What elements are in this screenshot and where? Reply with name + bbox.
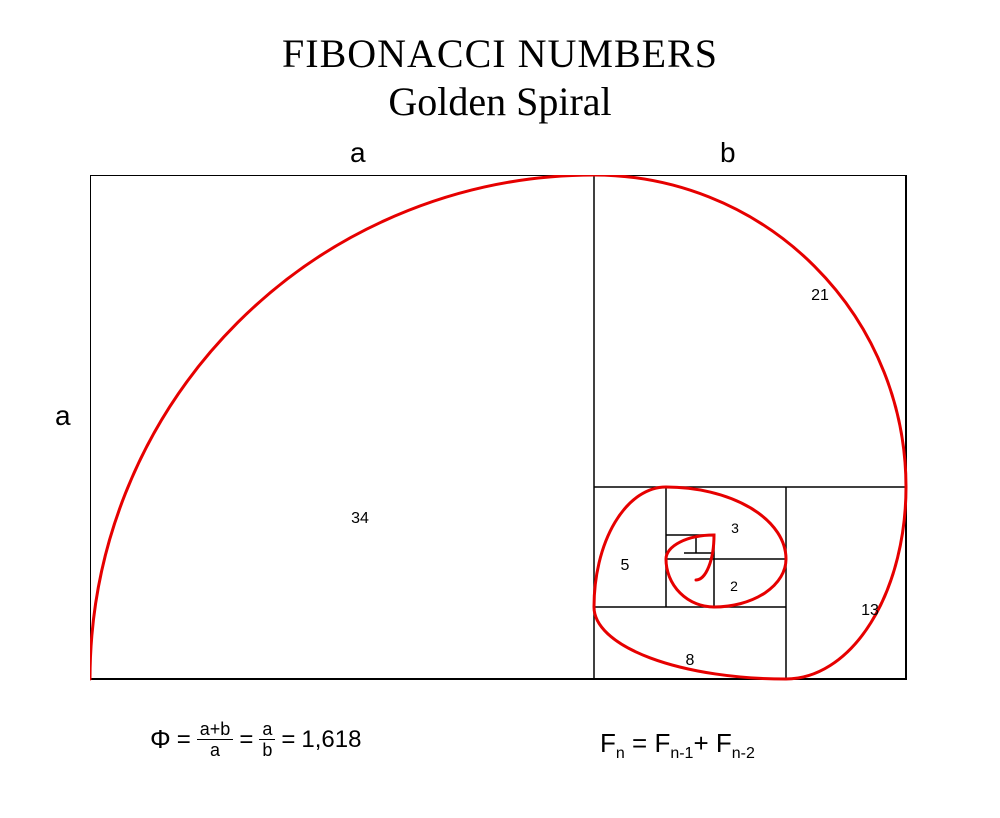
eq: = (625, 728, 655, 758)
eq2: = (239, 726, 253, 754)
cell-label-34: 34 (351, 510, 369, 527)
cell-label-5: 5 (621, 557, 630, 574)
formula-fibonacci-recurrence: Fn = Fn-1+ Fn-2 (600, 728, 755, 763)
formula-golden-ratio: Φ = a+b a = a b = 1,618 (150, 720, 361, 759)
axis-label-left-a: a (55, 400, 71, 432)
spiral-svg: 34 21 13 8 5 3 2 (90, 175, 910, 695)
sub-n: n (616, 745, 625, 762)
golden-ratio-value: 1,618 (301, 726, 361, 754)
cell-label-3: 3 (731, 520, 739, 536)
cell-label-8: 8 (686, 652, 695, 669)
cell-label-21: 21 (811, 287, 829, 304)
frac1-num: a+b (197, 720, 234, 740)
F3: F (716, 728, 732, 758)
cell-label-13: 13 (861, 602, 879, 619)
fraction-a-over-b: a b (259, 720, 275, 759)
F1: F (600, 728, 616, 758)
subtitle: Golden Spiral (0, 78, 1000, 125)
axis-label-top-a: a (350, 137, 366, 169)
frac1-den: a (210, 740, 220, 759)
sub-n1: n-1 (670, 745, 693, 762)
fraction-ab-over-a: a+b a (197, 720, 234, 759)
phi-symbol: Φ (150, 724, 171, 755)
frac2-num: a (259, 720, 275, 740)
eq1: = (177, 726, 191, 754)
eq3: = (281, 726, 295, 754)
title: FIBONACCI NUMBERS (0, 30, 1000, 77)
axis-label-top-b: b (720, 137, 736, 169)
F2: F (654, 728, 670, 758)
sub-n2: n-2 (732, 745, 755, 762)
plus: + (693, 728, 715, 758)
page: FIBONACCI NUMBERS Golden Spiral a b a 34… (0, 0, 1000, 818)
frac2-den: b (262, 740, 272, 759)
cell-label-2: 2 (730, 578, 738, 594)
